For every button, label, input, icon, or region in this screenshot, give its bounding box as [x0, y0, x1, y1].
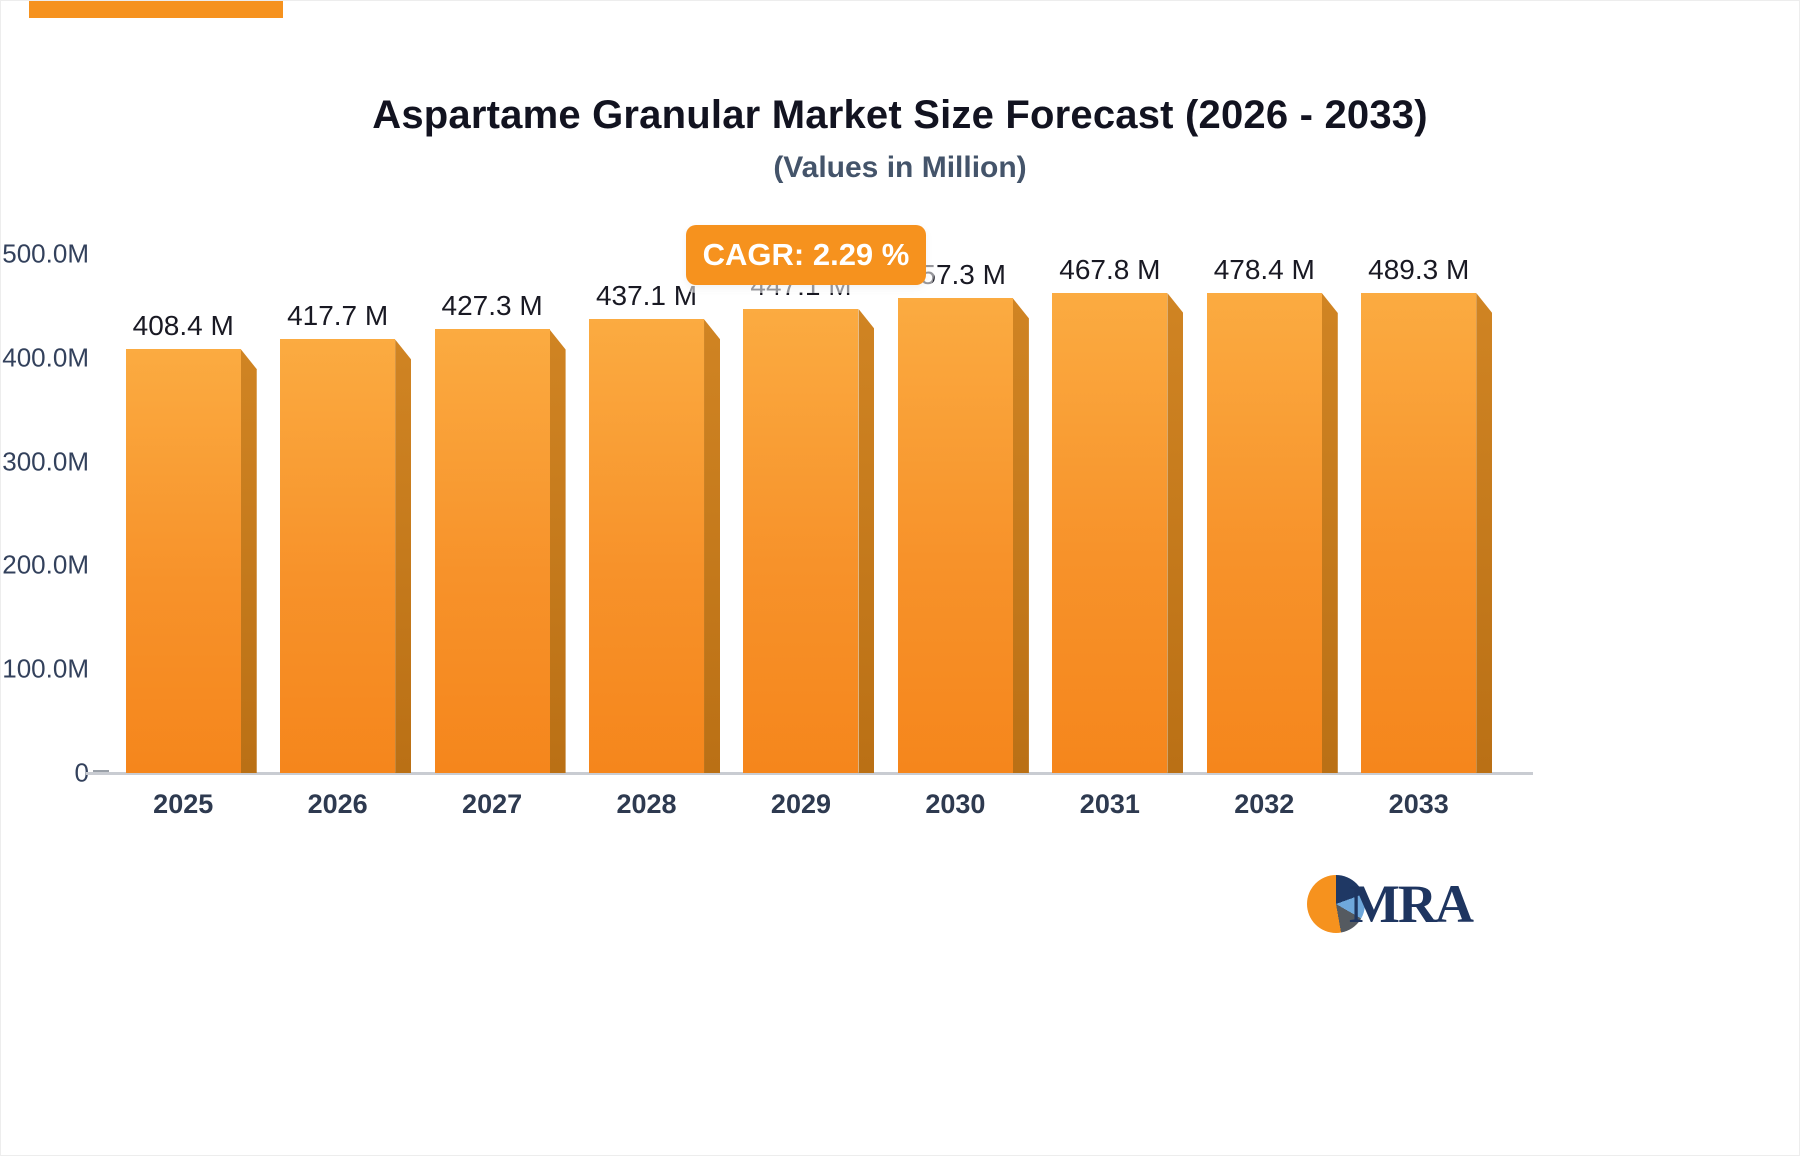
- bar-group: 447.1 M: [724, 254, 878, 773]
- bar-value-label: 408.4 M: [132, 310, 234, 342]
- x-axis-label: 2032: [1234, 789, 1295, 819]
- logo-text: MRA: [1349, 874, 1474, 934]
- x-axis-label: 2026: [307, 789, 368, 819]
- x-axis-label: 2025: [153, 789, 214, 819]
- bar-2030: [897, 298, 1029, 773]
- bar-2027: [434, 329, 566, 773]
- bar-group: 478.4 M: [1187, 254, 1341, 773]
- y-axis-label: 0: [74, 757, 89, 788]
- chart-subtitle: (Values in Million): [773, 151, 1027, 184]
- bars-area: 408.4 M 417.7 M 427.3 M 437.1 M 447.1 M 457.3…: [106, 254, 1496, 773]
- bar-side: [1012, 298, 1029, 773]
- bar-2031: [1052, 293, 1184, 773]
- x-axis-labels: 2025 2026 2027 2028 2029 2030 2031 2032 2033: [106, 789, 1496, 820]
- logo-pie-icon: [1307, 875, 1365, 933]
- y-axis-label: 500.0M: [2, 238, 89, 269]
- x-axis-label: 2029: [770, 789, 831, 819]
- y-axis-label: 200.0M: [2, 549, 89, 580]
- bar-value-label: 467.8 M: [1059, 254, 1161, 285]
- bar-2025: [125, 349, 257, 773]
- bar-side: [395, 339, 412, 773]
- bar-side: [549, 329, 566, 773]
- cagr-badge: CAGR: 2.29 %: [686, 225, 926, 285]
- bar-value-label: 478.4 M: [1213, 254, 1315, 285]
- logo: MRA: [1307, 873, 1474, 935]
- top-accent-strip: [29, 1, 283, 18]
- cagr-badge-label: CAGR: 2.29 %: [702, 237, 910, 272]
- bar-group: 437.1 M: [569, 254, 723, 773]
- y-axis-label: 100.0M: [2, 653, 89, 684]
- bar-value-label: 437.1 M: [595, 280, 698, 312]
- zero-tick: [93, 770, 109, 773]
- bar-group: 489.3 M: [1342, 254, 1496, 773]
- bar-side: [1476, 293, 1493, 773]
- bar-2032: [1206, 293, 1338, 773]
- bar-group: 427.3 M: [415, 254, 569, 773]
- bar-side: [240, 349, 257, 773]
- bar-value-label: 417.7 M: [287, 300, 389, 332]
- y-axis-label: 400.0M: [2, 342, 89, 373]
- x-axis-label: 2031: [1079, 789, 1140, 819]
- chart-title: Aspartame Granular Market Size Forecast …: [372, 93, 1428, 137]
- bar-side: [1321, 293, 1338, 773]
- bar-group: 467.8 M: [1033, 254, 1187, 773]
- bar-group: 408.4 M: [106, 254, 260, 773]
- bar-side: [704, 319, 721, 773]
- x-axis-label: 2027: [462, 789, 523, 819]
- x-axis-label: 2033: [1388, 789, 1449, 819]
- bar-group: 417.7 M: [260, 254, 414, 773]
- y-axis: 0 100.0M 200.0M 300.0M 400.0M 500.0M: [1, 1, 89, 1155]
- bar-value-label: 427.3 M: [441, 290, 543, 322]
- x-axis-line: [86, 772, 1533, 775]
- bar-2029: [743, 308, 875, 773]
- x-axis-label: 2028: [616, 789, 677, 819]
- y-axis-label: 300.0M: [2, 446, 89, 477]
- x-axis-label: 2030: [925, 789, 986, 819]
- bar-group: 457.3 M: [878, 254, 1032, 773]
- bar-side: [858, 308, 875, 773]
- bar-value-label: 489.3 M: [1368, 254, 1470, 285]
- bar-2033: [1361, 293, 1493, 773]
- bar-side: [1167, 293, 1184, 773]
- bar-2026: [280, 339, 412, 773]
- bar-2028: [589, 319, 721, 773]
